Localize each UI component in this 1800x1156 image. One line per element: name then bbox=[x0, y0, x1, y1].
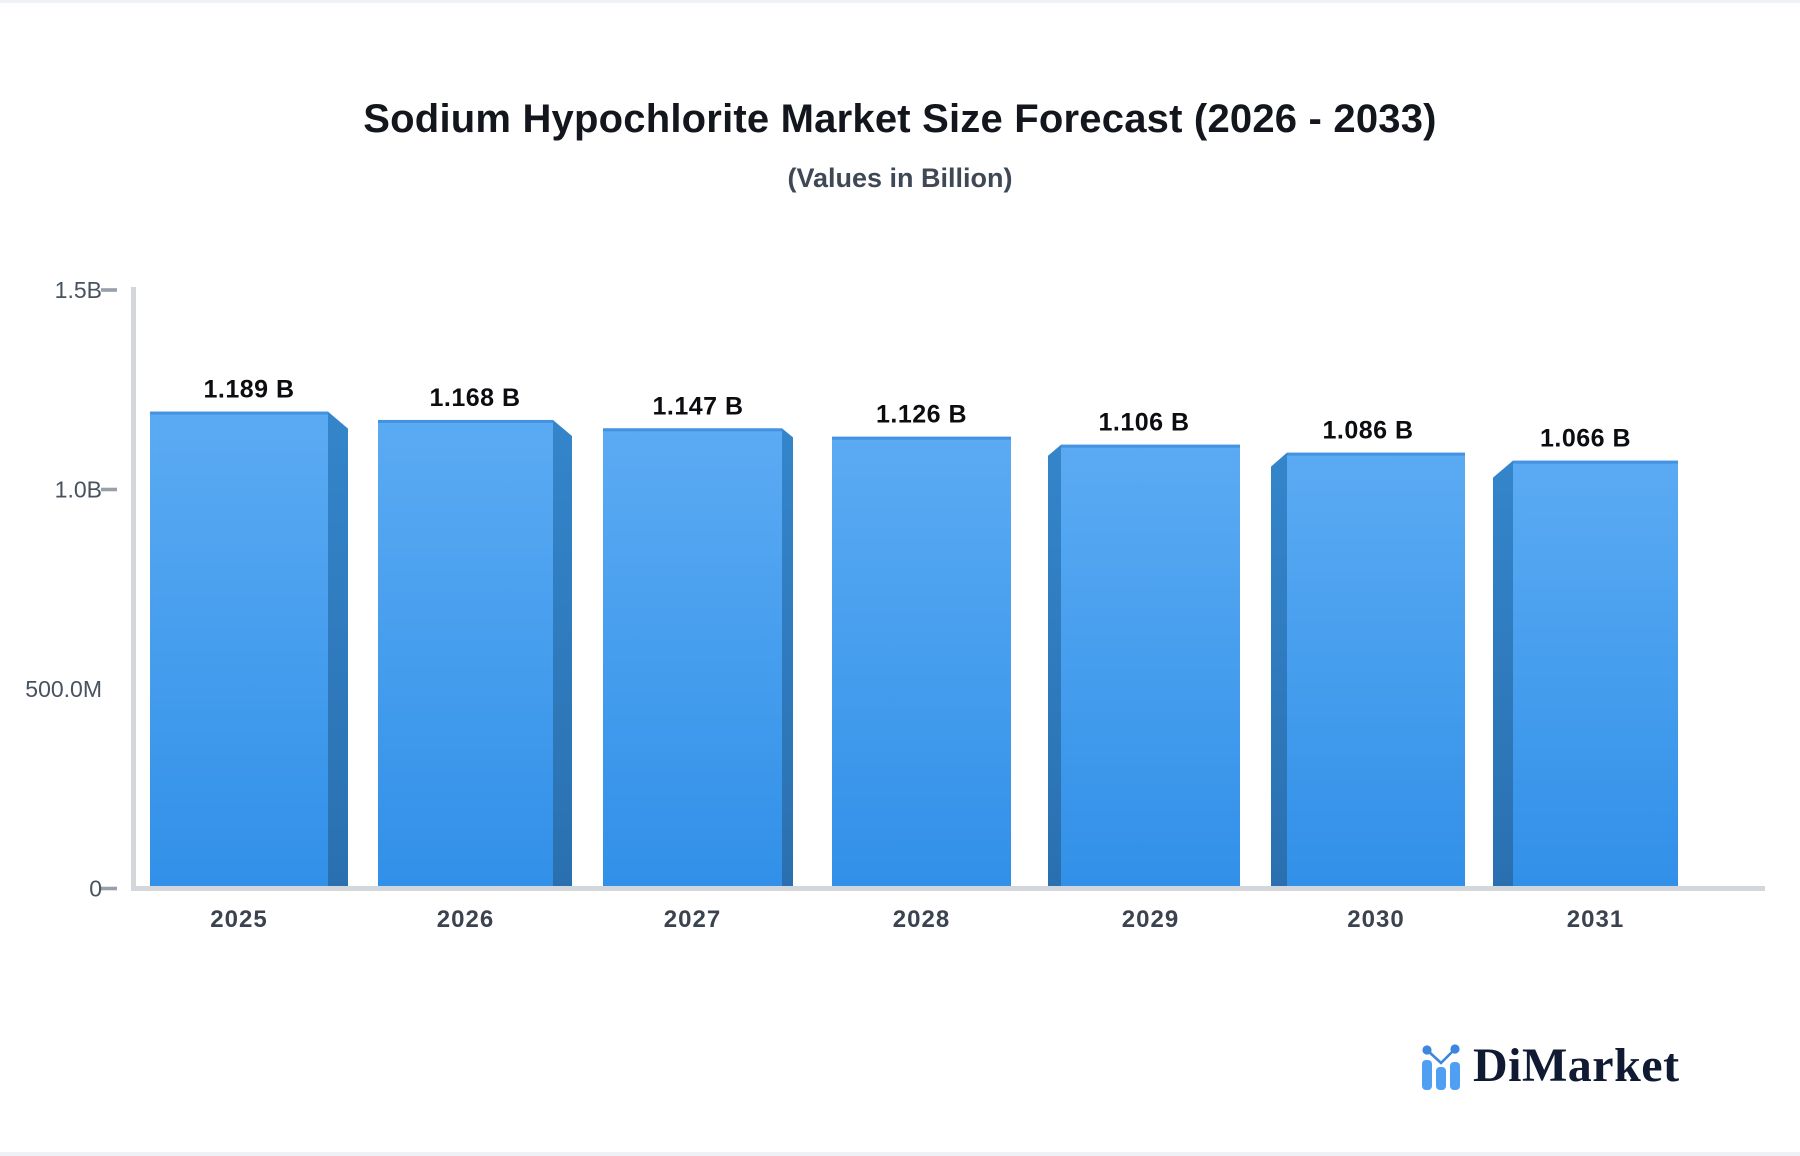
bar-value-label: 1.126 B bbox=[876, 401, 967, 429]
bar-side-face bbox=[1271, 452, 1287, 886]
bar-value-label: 1.168 B bbox=[429, 384, 520, 412]
bar-front-face bbox=[1061, 444, 1240, 886]
bar-2028 bbox=[832, 436, 1011, 886]
bar-front-face bbox=[378, 419, 553, 886]
dimarket-logo: DiMarket bbox=[1422, 1040, 1680, 1090]
x-axis-line bbox=[131, 886, 1765, 891]
logo-text: DiMarket bbox=[1473, 1039, 1680, 1092]
x-tick-label: 2030 bbox=[1347, 906, 1404, 933]
x-tick-label: 2027 bbox=[664, 906, 721, 933]
bar-front-face bbox=[1287, 452, 1465, 886]
bar-front-face bbox=[1513, 460, 1678, 886]
bar-value-label: 1.086 B bbox=[1322, 417, 1413, 445]
page-top-edge bbox=[0, 0, 1800, 3]
bar-2031 bbox=[1493, 460, 1678, 886]
bar-2027 bbox=[603, 428, 793, 886]
bar-side-face bbox=[1493, 460, 1513, 886]
bar-value-label: 1.106 B bbox=[1098, 409, 1189, 437]
chart-title: Sodium Hypochlorite Market Size Forecast… bbox=[363, 97, 1437, 141]
bar-front-face bbox=[150, 411, 328, 886]
bar-side-face bbox=[328, 411, 348, 886]
x-tick-label: 2026 bbox=[437, 906, 494, 933]
bar-2030 bbox=[1271, 452, 1465, 886]
bar-line-chart-icon bbox=[1422, 1044, 1460, 1090]
bar-front-face bbox=[603, 428, 782, 886]
y-tick-dash bbox=[101, 487, 117, 492]
x-tick-label: 2031 bbox=[1567, 906, 1624, 933]
x-tick-label: 2029 bbox=[1122, 906, 1179, 933]
bar-side-face bbox=[782, 428, 793, 886]
bar-top-edge bbox=[1513, 460, 1678, 464]
bar-top-edge bbox=[1061, 444, 1240, 448]
y-axis-line bbox=[131, 287, 136, 891]
bar-2029 bbox=[1048, 444, 1240, 886]
y-tick-label: 1.0B bbox=[55, 477, 102, 503]
bar-front-face bbox=[832, 436, 1011, 886]
bar-side-face bbox=[553, 419, 572, 886]
bar-2025 bbox=[150, 411, 348, 886]
bar-top-edge bbox=[1287, 452, 1465, 456]
chart-subtitle: (Values in Billion) bbox=[787, 163, 1013, 193]
bar-top-edge bbox=[603, 428, 782, 432]
bar-value-label: 1.147 B bbox=[652, 392, 743, 420]
bar-top-edge bbox=[150, 411, 328, 415]
x-tick-label: 2025 bbox=[210, 906, 267, 933]
bar-value-label: 1.066 B bbox=[1540, 425, 1631, 453]
y-tick-label: 500.0M bbox=[25, 676, 102, 702]
bar-top-edge bbox=[378, 419, 553, 423]
bar-value-label: 1.189 B bbox=[203, 376, 294, 404]
y-tick-label: 0 bbox=[89, 876, 102, 902]
x-tick-label: 2028 bbox=[893, 906, 950, 933]
y-tick-dash bbox=[101, 288, 117, 292]
y-tick-dash bbox=[101, 886, 117, 891]
bar-side-face bbox=[1048, 444, 1061, 886]
page-bottom-edge bbox=[0, 1152, 1800, 1156]
bar-top-edge bbox=[832, 436, 1011, 440]
y-tick-label: 1.5B bbox=[55, 277, 102, 303]
bar-2026 bbox=[378, 419, 572, 886]
